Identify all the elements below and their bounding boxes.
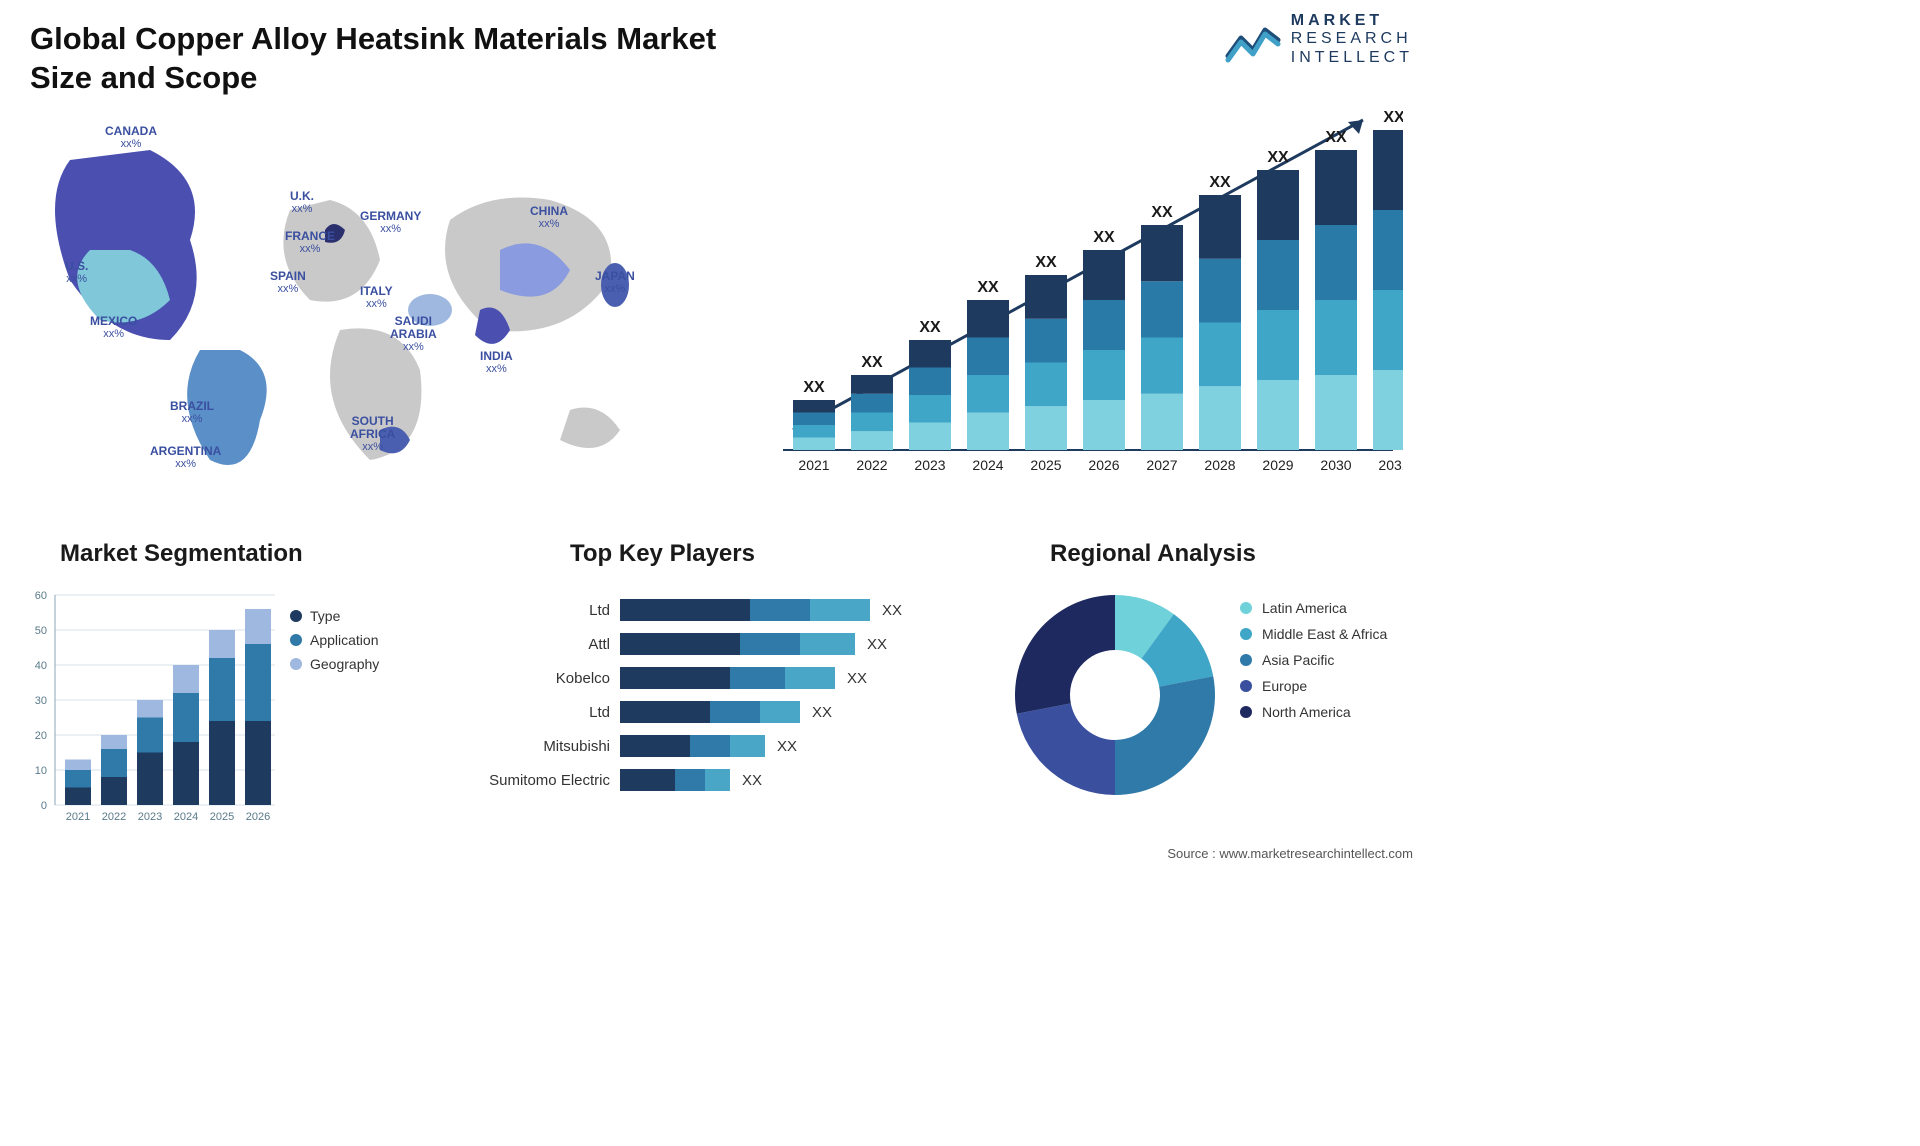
- player-row: Attl XX: [450, 630, 970, 658]
- growth-chart: XX 2021 XX 2022 XX 2023 XX 2024 XX 2025 XX 2026 XX 20…: [763, 110, 1403, 480]
- svg-text:2021: 2021: [66, 811, 90, 823]
- svg-text:2023: 2023: [138, 811, 162, 823]
- svg-text:60: 60: [35, 590, 47, 602]
- regional-title: Regional Analysis: [1050, 540, 1256, 568]
- seg-legend-item: Geography: [290, 656, 379, 672]
- map-label-spain: SPAINxx%: [270, 270, 306, 295]
- player-bar: [620, 701, 800, 723]
- svg-text:XX: XX: [1267, 149, 1289, 166]
- map-label-france: FRANCExx%: [285, 230, 335, 255]
- map-label-china: CHINAxx%: [530, 205, 568, 230]
- map-label-brazil: BRAZILxx%: [170, 400, 214, 425]
- region-legend-item: Europe: [1240, 678, 1387, 694]
- player-row: Ltd XX: [450, 596, 970, 624]
- player-name: Ltd: [450, 602, 620, 619]
- map-label-uk: U.K.xx%: [290, 190, 314, 215]
- region-legend-item: Middle East & Africa: [1240, 626, 1387, 642]
- player-bar: [620, 769, 730, 791]
- svg-text:2026: 2026: [1088, 457, 1119, 473]
- svg-text:2023: 2023: [914, 457, 945, 473]
- svg-text:2024: 2024: [972, 457, 1003, 473]
- player-value: XX: [867, 636, 887, 653]
- world-map: CANADAxx% U.S.xx% MEXICOxx% BRAZILxx% ARGENT…: [10, 100, 710, 500]
- regional-donut: [1000, 580, 1230, 810]
- segmentation-title: Market Segmentation: [60, 540, 303, 568]
- svg-text:2022: 2022: [102, 811, 126, 823]
- svg-text:XX: XX: [977, 279, 999, 296]
- player-bar: [620, 667, 835, 689]
- svg-text:2027: 2027: [1146, 457, 1177, 473]
- svg-text:XX: XX: [919, 319, 941, 336]
- svg-text:XX: XX: [1035, 254, 1057, 271]
- svg-text:XX: XX: [803, 379, 825, 396]
- segmentation-legend: Type Application Geography: [290, 600, 379, 680]
- svg-text:2024: 2024: [174, 811, 198, 823]
- svg-text:10: 10: [35, 765, 47, 777]
- map-label-southafrica: SOUTHAFRICAxx%: [350, 415, 395, 453]
- svg-text:40: 40: [35, 660, 47, 672]
- svg-text:XX: XX: [861, 354, 883, 371]
- svg-text:20: 20: [35, 730, 47, 742]
- seg-legend-item: Application: [290, 632, 379, 648]
- player-bar: [620, 633, 855, 655]
- player-row: Ltd XX: [450, 698, 970, 726]
- players-chart: LtdXXAttlXXKobelcoXXLtdXXMitsubishiXXSum…: [450, 590, 970, 800]
- map-label-us: U.S.xx%: [65, 260, 88, 285]
- svg-text:2022: 2022: [856, 457, 887, 473]
- region-legend-item: Asia Pacific: [1240, 652, 1387, 668]
- player-value: XX: [882, 602, 902, 619]
- map-label-germany: GERMANYxx%: [360, 210, 421, 235]
- region-legend-item: North America: [1240, 704, 1387, 720]
- map-label-mexico: MEXICOxx%: [90, 315, 137, 340]
- svg-text:2030: 2030: [1320, 457, 1351, 473]
- map-label-italy: ITALYxx%: [360, 285, 393, 310]
- svg-text:2021: 2021: [798, 457, 829, 473]
- page-title: Global Copper Alloy Heatsink Materials M…: [30, 20, 750, 98]
- players-title: Top Key Players: [570, 540, 755, 568]
- source-text: Source : www.marketresearchintellect.com: [1167, 846, 1413, 861]
- player-value: XX: [742, 772, 762, 789]
- brand-logo-icon: [1225, 16, 1281, 64]
- svg-text:XX: XX: [1325, 129, 1347, 146]
- seg-legend-item: Type: [290, 608, 379, 624]
- svg-text:2025: 2025: [1030, 457, 1061, 473]
- player-value: XX: [777, 738, 797, 755]
- player-row: Sumitomo Electric XX: [450, 766, 970, 794]
- player-bar: [620, 599, 870, 621]
- svg-text:2025: 2025: [210, 811, 234, 823]
- svg-text:2028: 2028: [1204, 457, 1235, 473]
- map-label-canada: CANADAxx%: [105, 125, 157, 150]
- svg-text:2031: 2031: [1378, 457, 1403, 473]
- svg-text:50: 50: [35, 625, 47, 637]
- logo-line1: MARKET: [1291, 12, 1413, 30]
- map-label-india: INDIAxx%: [480, 350, 513, 375]
- svg-text:0: 0: [41, 800, 47, 812]
- svg-text:XX: XX: [1383, 110, 1403, 126]
- map-label-japan: JAPANxx%: [595, 270, 635, 295]
- player-name: Mitsubishi: [450, 738, 620, 755]
- player-name: Ltd: [450, 704, 620, 721]
- region-legend-item: Latin America: [1240, 600, 1387, 616]
- player-row: Kobelco XX: [450, 664, 970, 692]
- player-name: Attl: [450, 636, 620, 653]
- regional-legend: Latin America Middle East & Africa Asia Pa…: [1240, 590, 1387, 730]
- svg-text:2029: 2029: [1262, 457, 1293, 473]
- svg-text:XX: XX: [1151, 204, 1173, 221]
- svg-text:30: 30: [35, 695, 47, 707]
- brand-logo: MARKET RESEARCH INTELLECT: [1225, 12, 1413, 67]
- logo-line3: INTELLECT: [1291, 49, 1413, 67]
- svg-text:XX: XX: [1093, 229, 1115, 246]
- player-name: Sumitomo Electric: [450, 772, 620, 789]
- player-value: XX: [847, 670, 867, 687]
- player-bar: [620, 735, 765, 757]
- player-name: Kobelco: [450, 670, 620, 687]
- logo-line2: RESEARCH: [1291, 30, 1413, 48]
- player-row: Mitsubishi XX: [450, 732, 970, 760]
- map-label-argentina: ARGENTINAxx%: [150, 445, 221, 470]
- svg-text:XX: XX: [1209, 174, 1231, 191]
- map-label-saudiarabia: SAUDIARABIAxx%: [390, 315, 437, 353]
- player-value: XX: [812, 704, 832, 721]
- svg-text:2026: 2026: [246, 811, 270, 823]
